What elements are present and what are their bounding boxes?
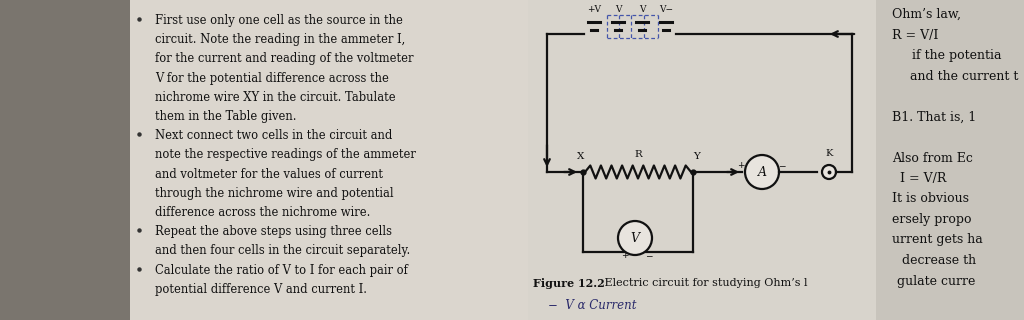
Text: +: + <box>737 161 744 170</box>
Text: circuit. Note the reading in the ammeter I,: circuit. Note the reading in the ammeter… <box>155 33 406 46</box>
Text: V−: V− <box>659 5 673 14</box>
Text: urrent gets ha: urrent gets ha <box>892 234 983 246</box>
Text: R: R <box>634 150 642 159</box>
Text: Y: Y <box>693 152 700 161</box>
Text: Repeat the above steps using three cells: Repeat the above steps using three cells <box>155 225 392 238</box>
Text: It is obvious: It is obvious <box>892 193 969 205</box>
Text: and the current t: and the current t <box>910 69 1019 83</box>
Circle shape <box>618 221 652 255</box>
Text: I = V/R: I = V/R <box>900 172 946 185</box>
Text: A: A <box>758 166 767 180</box>
Text: −: − <box>645 251 652 260</box>
Text: nichrome wire XY in the circuit. Tabulate: nichrome wire XY in the circuit. Tabulat… <box>155 91 395 104</box>
Text: +: + <box>622 251 629 260</box>
Circle shape <box>822 165 836 179</box>
Text: First use only one cell as the source in the: First use only one cell as the source in… <box>155 14 402 27</box>
Text: Figure 12.2: Figure 12.2 <box>534 278 605 289</box>
Text: Also from Ec: Also from Ec <box>892 151 973 164</box>
Text: Β1. That is, 1: Β1. That is, 1 <box>892 110 976 124</box>
Text: −: − <box>778 161 785 170</box>
Text: K: K <box>825 149 833 158</box>
Text: X: X <box>578 152 585 161</box>
Text: and then four cells in the circuit separately.: and then four cells in the circuit separ… <box>155 244 411 257</box>
Bar <box>528 0 876 320</box>
Text: V: V <box>639 5 645 14</box>
Text: through the nichrome wire and potential: through the nichrome wire and potential <box>155 187 393 200</box>
Text: ersely propo: ersely propo <box>892 213 972 226</box>
Circle shape <box>745 155 779 189</box>
Text: decrease th: decrease th <box>902 254 976 267</box>
Text: V: V <box>614 5 622 14</box>
Text: them in the Table given.: them in the Table given. <box>155 110 297 123</box>
Text: for the current and reading of the voltmeter: for the current and reading of the voltm… <box>155 52 414 65</box>
Text: Ohm’s law,: Ohm’s law, <box>892 8 961 21</box>
Text: Calculate the ratio of V to I for each pair of: Calculate the ratio of V to I for each p… <box>155 264 408 276</box>
Text: Electric circuit for studying Ohm’s l: Electric circuit for studying Ohm’s l <box>601 278 808 288</box>
Text: V: V <box>631 233 640 245</box>
Text: potential difference V and current I.: potential difference V and current I. <box>155 283 367 296</box>
Bar <box>130 0 528 320</box>
Text: Next connect two cells in the circuit and: Next connect two cells in the circuit an… <box>155 129 392 142</box>
Text: and voltmeter for the values of current: and voltmeter for the values of current <box>155 168 383 180</box>
Text: if the potentia: if the potentia <box>912 49 1001 62</box>
Text: +V: +V <box>587 5 601 14</box>
Text: −  V α Current: − V α Current <box>548 299 637 312</box>
Text: gulate curre: gulate curre <box>897 275 976 287</box>
Text: V for the potential difference across the: V for the potential difference across th… <box>155 72 389 84</box>
Bar <box>876 0 1024 320</box>
Text: difference across the nichrome wire.: difference across the nichrome wire. <box>155 206 371 219</box>
Text: note the respective readings of the ammeter: note the respective readings of the amme… <box>155 148 416 161</box>
Bar <box>0 0 130 320</box>
Text: R = V/I: R = V/I <box>892 28 938 42</box>
